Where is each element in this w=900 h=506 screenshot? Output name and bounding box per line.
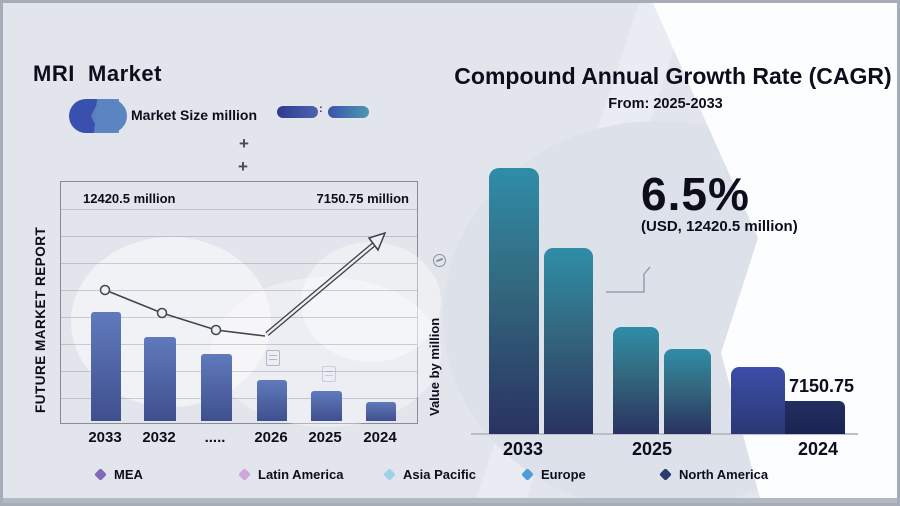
cagr-note: (USD, 12420.5 million) bbox=[641, 218, 798, 235]
legend-item: North America bbox=[659, 467, 769, 482]
plus-icon: + bbox=[238, 157, 248, 176]
legend-label: Asia Pacific bbox=[403, 467, 476, 482]
mountain-decor bbox=[301, 242, 441, 362]
left-chart-max-label: 12420.5 million bbox=[83, 191, 176, 206]
x-label: 2025 bbox=[308, 429, 342, 446]
document-icon bbox=[322, 366, 336, 382]
legend-item: Europe bbox=[521, 467, 586, 482]
left-chart-end-label: 7150.75 million bbox=[316, 191, 410, 206]
legend-diamond-icon bbox=[521, 468, 534, 481]
value-callout: 7150.75 bbox=[789, 376, 855, 396]
minus-circle-icon bbox=[433, 254, 446, 267]
legend-item: Asia Pacific bbox=[383, 467, 476, 482]
gridline bbox=[61, 344, 417, 345]
left-chart-x-axis: 2033 2032..... 2026 2025 2024 bbox=[60, 429, 418, 447]
bar bbox=[489, 168, 539, 434]
x-label: ..... bbox=[204, 429, 226, 446]
ratio-separator: : bbox=[319, 103, 323, 115]
watermark-vertical-text: FUTURE MARKET REPORT bbox=[33, 226, 48, 413]
bar bbox=[311, 391, 342, 421]
legend-item: MEA bbox=[94, 467, 143, 482]
cagr-title: Compound Annual Growth Rate (CAGR) bbox=[454, 63, 892, 89]
gridline bbox=[61, 263, 417, 264]
legend-label: Europe bbox=[541, 467, 586, 482]
bar bbox=[731, 367, 785, 434]
x-label: 2032 bbox=[142, 429, 176, 446]
market-size-pill-icon bbox=[69, 99, 127, 133]
x-label: 2026 bbox=[254, 429, 288, 446]
x-label: 2024 bbox=[797, 439, 839, 459]
plus-icon: + bbox=[239, 134, 249, 153]
legend-diamond-icon bbox=[383, 468, 396, 481]
document-icon bbox=[266, 350, 280, 366]
bar bbox=[366, 402, 396, 421]
cagr-subtitle: From: 2025-2033 bbox=[608, 96, 723, 112]
legend-diamond-icon bbox=[659, 468, 672, 481]
x-label: 2033 bbox=[88, 429, 122, 446]
bar bbox=[664, 349, 711, 434]
cagr-value: 6.5% bbox=[641, 168, 750, 220]
market-size-label: Market Size million bbox=[131, 107, 258, 123]
page-title: MRI Market bbox=[33, 61, 162, 86]
hexagon-icon bbox=[91, 99, 119, 133]
legend-label: North America bbox=[679, 467, 769, 482]
legend-diamond-icon bbox=[94, 468, 107, 481]
value-axis-label: Value by million bbox=[427, 317, 442, 416]
gridline bbox=[61, 398, 417, 399]
bar bbox=[257, 380, 287, 421]
x-label: 2024 bbox=[363, 429, 397, 446]
bottom-border-strip bbox=[3, 498, 897, 503]
bar bbox=[544, 248, 593, 434]
left-chart-frame: 12420.5 million 7150.75 million bbox=[60, 181, 441, 427]
ratio-pill-right-icon bbox=[328, 106, 369, 118]
trend-line-arrow-icon bbox=[99, 231, 387, 337]
legend-item: Latin America bbox=[238, 467, 344, 482]
bar bbox=[91, 312, 121, 421]
gridline bbox=[61, 317, 417, 318]
gridline bbox=[61, 290, 417, 291]
ratio-pill-left-icon bbox=[277, 106, 318, 118]
right-chart-axis-line bbox=[471, 433, 858, 435]
bar bbox=[144, 337, 176, 421]
bar bbox=[613, 327, 659, 434]
bar bbox=[201, 354, 232, 421]
gridline bbox=[61, 236, 417, 237]
legend-label: MEA bbox=[114, 467, 143, 482]
legend-label: Latin America bbox=[258, 467, 344, 482]
legend-diamond-icon bbox=[238, 468, 251, 481]
x-label: 2025 bbox=[631, 439, 673, 459]
gridline bbox=[61, 371, 417, 372]
x-label: 2033 bbox=[502, 439, 544, 459]
gridline bbox=[61, 209, 417, 210]
elbow-line-decor bbox=[606, 266, 651, 293]
